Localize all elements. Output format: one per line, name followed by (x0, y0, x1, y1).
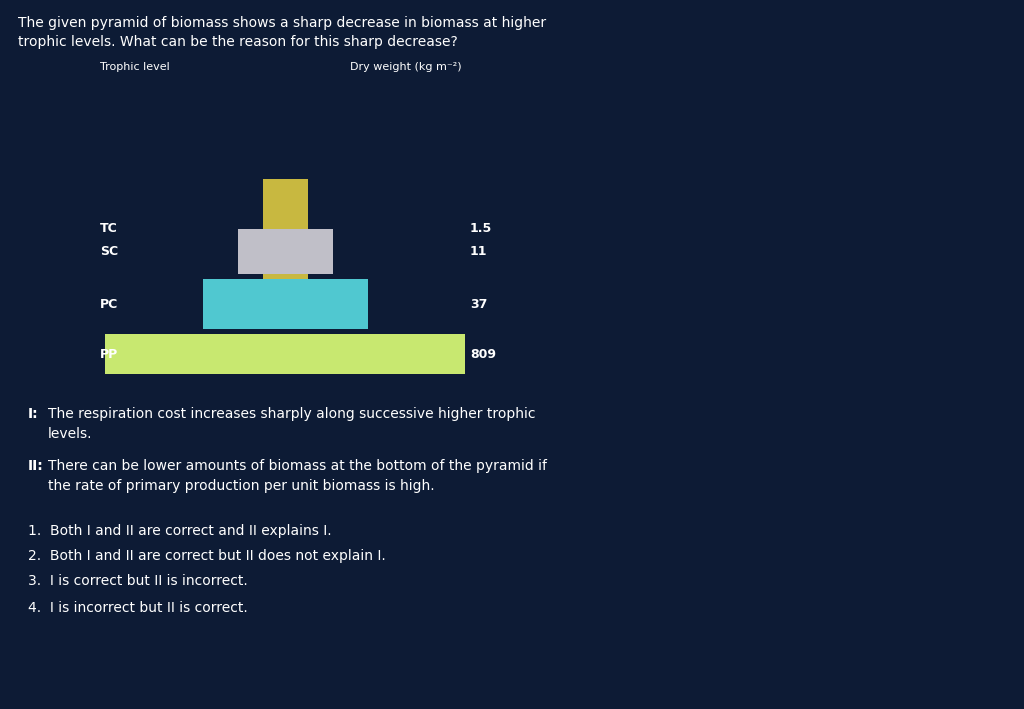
Text: There can be lower amounts of biomass at the bottom of the pyramid if: There can be lower amounts of biomass at… (48, 459, 547, 473)
Text: levels.: levels. (48, 427, 92, 441)
Text: PC: PC (100, 298, 118, 311)
Text: 1.  Both I and II are correct and II explains I.: 1. Both I and II are correct and II expl… (28, 524, 332, 538)
Bar (203, 279, 368, 329)
Text: The respiration cost increases sharply along successive higher trophic: The respiration cost increases sharply a… (48, 407, 536, 421)
Text: 1.5: 1.5 (470, 223, 493, 235)
Text: SC: SC (100, 245, 118, 258)
Bar (262, 179, 307, 279)
Text: 37: 37 (470, 298, 487, 311)
Text: I:: I: (28, 407, 39, 421)
Text: PP: PP (100, 347, 118, 360)
Text: 809: 809 (470, 347, 496, 360)
Text: 3.  I is correct but II is incorrect.: 3. I is correct but II is incorrect. (28, 574, 248, 588)
Text: 11: 11 (470, 245, 487, 258)
Text: II:: II: (28, 459, 44, 473)
Text: the rate of primary production per unit biomass is high.: the rate of primary production per unit … (48, 479, 434, 493)
Text: Trophic level: Trophic level (100, 62, 170, 72)
Bar (105, 334, 465, 374)
Text: Dry weight (kg m⁻²): Dry weight (kg m⁻²) (350, 62, 462, 72)
Text: TC: TC (100, 223, 118, 235)
Bar (238, 229, 333, 274)
Text: trophic levels. What can be the reason for this sharp decrease?: trophic levels. What can be the reason f… (18, 35, 458, 49)
Text: 2.  Both I and II are correct but II does not explain I.: 2. Both I and II are correct but II does… (28, 549, 386, 563)
Text: 4.  I is incorrect but II is correct.: 4. I is incorrect but II is correct. (28, 601, 248, 615)
Text: The given pyramid of biomass shows a sharp decrease in biomass at higher: The given pyramid of biomass shows a sha… (18, 16, 546, 30)
